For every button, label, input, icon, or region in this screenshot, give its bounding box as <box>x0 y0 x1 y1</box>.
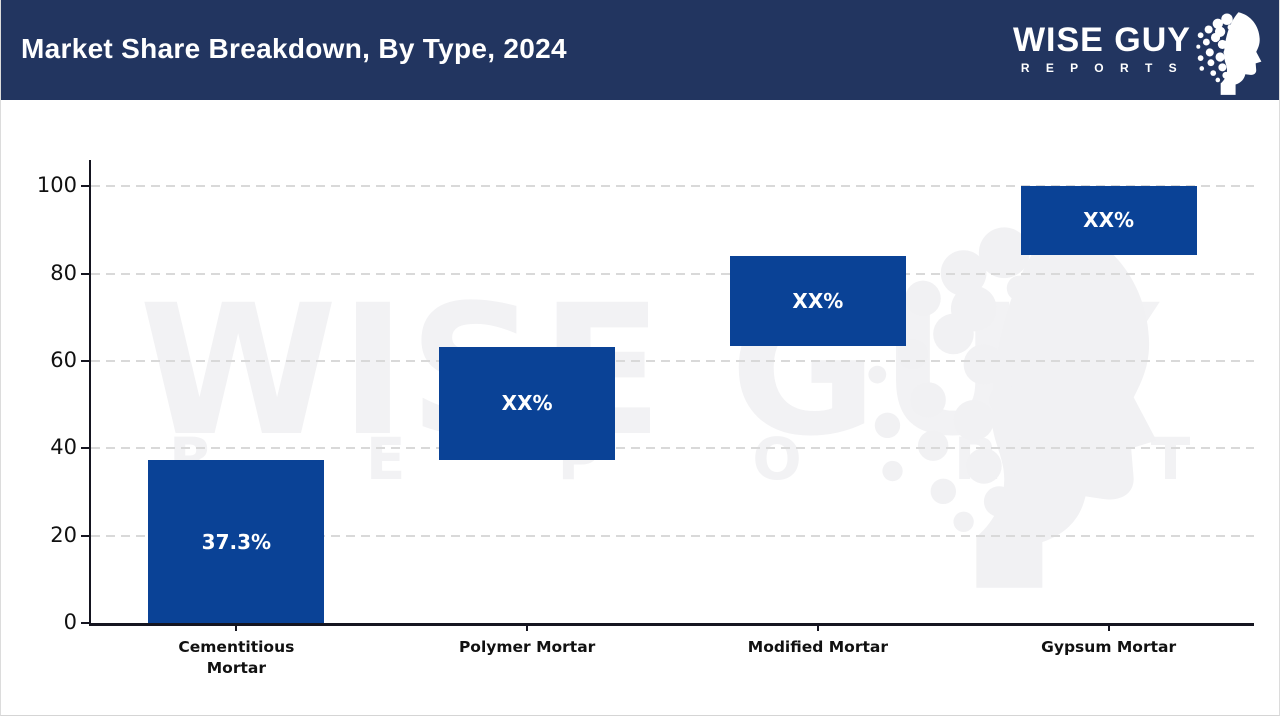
logo-subtext: R E P O R T S <box>1020 61 1184 75</box>
y-axis-tick <box>81 185 89 188</box>
y-axis-tick-label: 80 <box>50 260 77 285</box>
bar-segment-4: XX% <box>1020 186 1197 255</box>
y-axis-tick-label: 40 <box>50 435 77 460</box>
bar-value-label: 37.3% <box>201 529 272 554</box>
y-axis-tick <box>81 622 89 624</box>
x-axis-tick <box>1107 623 1110 631</box>
y-axis-tick-label: 100 <box>36 173 77 198</box>
x-axis-category-label: Cementitious Mortar <box>178 638 295 677</box>
x-axis-category-label: Gypsum Mortar <box>1041 638 1177 656</box>
y-axis-tick <box>81 534 89 537</box>
bar-segment-3: XX% <box>729 256 906 346</box>
gridline-y80 <box>91 272 1254 275</box>
gridline-y60 <box>91 359 1254 362</box>
y-axis-tick-label: 0 <box>63 610 77 634</box>
wiseguy-logo: WISE GUY R E P O R T S <box>1009 6 1269 96</box>
logo-wordmark: WISE GUY <box>1012 21 1191 59</box>
bar-value-label: XX% <box>501 391 553 416</box>
x-axis-category-label: Polymer Mortar <box>458 638 596 656</box>
bar-segment-2: XX% <box>439 346 616 461</box>
y-axis-tick <box>81 447 89 450</box>
y-axis-tick-label: 60 <box>50 347 77 372</box>
gridline-y40 <box>91 447 1254 450</box>
gridline-y20 <box>91 534 1254 537</box>
header: Market Share Breakdown, By Type, 2024 WI… <box>1 0 1279 100</box>
y-axis-tick <box>81 359 89 362</box>
x-axis-tick <box>526 623 529 631</box>
x-axis-category-label: Modified Mortar <box>747 638 888 656</box>
bar-segment-1: 37.3% <box>148 460 325 623</box>
x-axis-tick <box>816 623 819 631</box>
bar-value-label: XX% <box>792 288 844 313</box>
plot-area: 0 20 40 60 80 100 37.3% Cementitious Mortar XX% P… <box>37 160 1254 677</box>
page-title: Market Share Breakdown, By Type, 2024 <box>21 33 567 64</box>
gridline-y100 <box>91 185 1254 188</box>
x-axis-tick <box>235 623 238 631</box>
logo-face-icon <box>1196 12 1262 95</box>
y-axis-tick <box>81 272 89 275</box>
y-axis-tick-label: 20 <box>50 522 77 547</box>
bar-value-label: XX% <box>1083 208 1135 233</box>
